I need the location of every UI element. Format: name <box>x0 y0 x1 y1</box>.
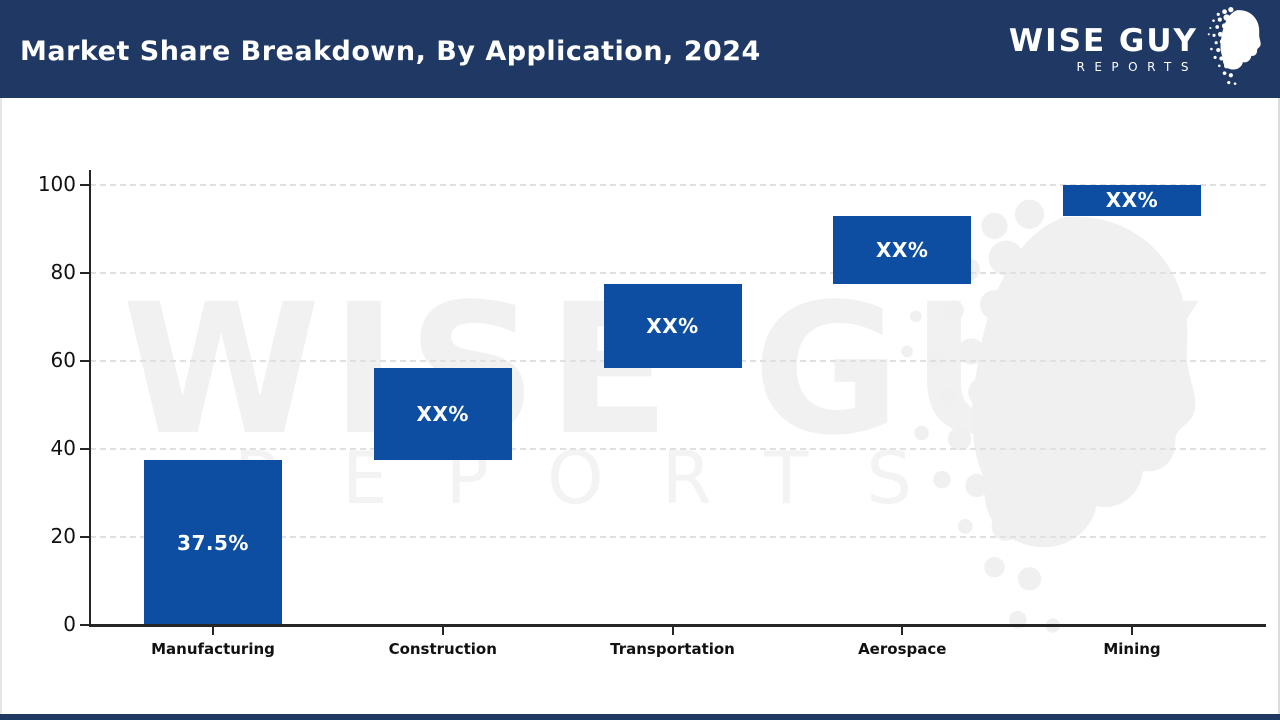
wise-guy-logo: WISE GUY REPORTS <box>1009 6 1266 92</box>
bar-value-label-manufacturing: 37.5% <box>177 530 249 555</box>
x-tick-mark-manufacturing <box>212 627 214 635</box>
bar-manufacturing: 37.5% <box>144 460 282 625</box>
y-tick-label-20: 20 <box>50 524 76 548</box>
x-axis-label-transportation: Transportation <box>610 640 735 658</box>
bar-aerospace: XX% <box>833 215 972 284</box>
y-tick-mark-20 <box>80 536 90 538</box>
bar-construction: XX% <box>373 367 512 460</box>
y-tick-mark-60 <box>80 360 90 362</box>
x-axis-label-mining: Mining <box>1103 640 1161 658</box>
gridline-100 <box>90 184 1266 186</box>
y-tick-label-100: 100 <box>37 172 76 196</box>
header-bar: Market Share Breakdown, By Application, … <box>0 0 1280 98</box>
y-tick-mark-40 <box>80 448 90 450</box>
x-axis-label-construction: Construction <box>388 640 497 658</box>
y-tick-label-80: 80 <box>50 260 76 284</box>
gridline-40 <box>90 448 1266 450</box>
logo-text: WISE GUY REPORTS <box>1009 24 1198 74</box>
x-axis-label-manufacturing: Manufacturing <box>151 640 275 658</box>
gridline-20 <box>90 536 1266 538</box>
gridline-80 <box>90 272 1266 274</box>
x-axis-spine <box>89 624 1266 627</box>
y-tick-label-0: 0 <box>63 612 76 636</box>
x-tick-mark-construction <box>441 627 444 635</box>
bar-value-label-transportation: XX% <box>646 313 699 338</box>
y-tick-mark-80 <box>80 272 90 274</box>
chart-area: WISE GUY REPORTS 0 20 40 60 80 100 37.5% Manufa… <box>0 98 1280 714</box>
y-tick-mark-0 <box>80 624 90 626</box>
bar-value-label-construction: XX% <box>416 401 469 426</box>
logo-face-icon <box>1207 7 1261 85</box>
x-axis-label-aerospace: Aerospace <box>858 640 947 658</box>
y-axis-spine <box>89 170 91 627</box>
x-tick-mark-mining <box>1131 627 1133 635</box>
bar-value-label-mining: XX% <box>1105 188 1159 213</box>
page-title: Market Share Breakdown, By Application, … <box>20 36 761 67</box>
bar-value-label-aerospace: XX% <box>876 237 929 262</box>
y-tick-mark-100 <box>80 184 90 186</box>
x-tick-mark-aerospace <box>901 627 904 635</box>
bar-mining: XX% <box>1063 185 1201 216</box>
x-tick-mark-transportation <box>671 627 674 635</box>
bar-transportation: XX% <box>603 284 742 368</box>
y-tick-label-60: 60 <box>50 348 76 372</box>
y-tick-label-40: 40 <box>50 436 76 460</box>
logo-wordmark: WISE GUY <box>1008 23 1198 59</box>
logo-subtext: REPORTS <box>1076 60 1198 74</box>
footer-bar <box>0 714 1280 720</box>
